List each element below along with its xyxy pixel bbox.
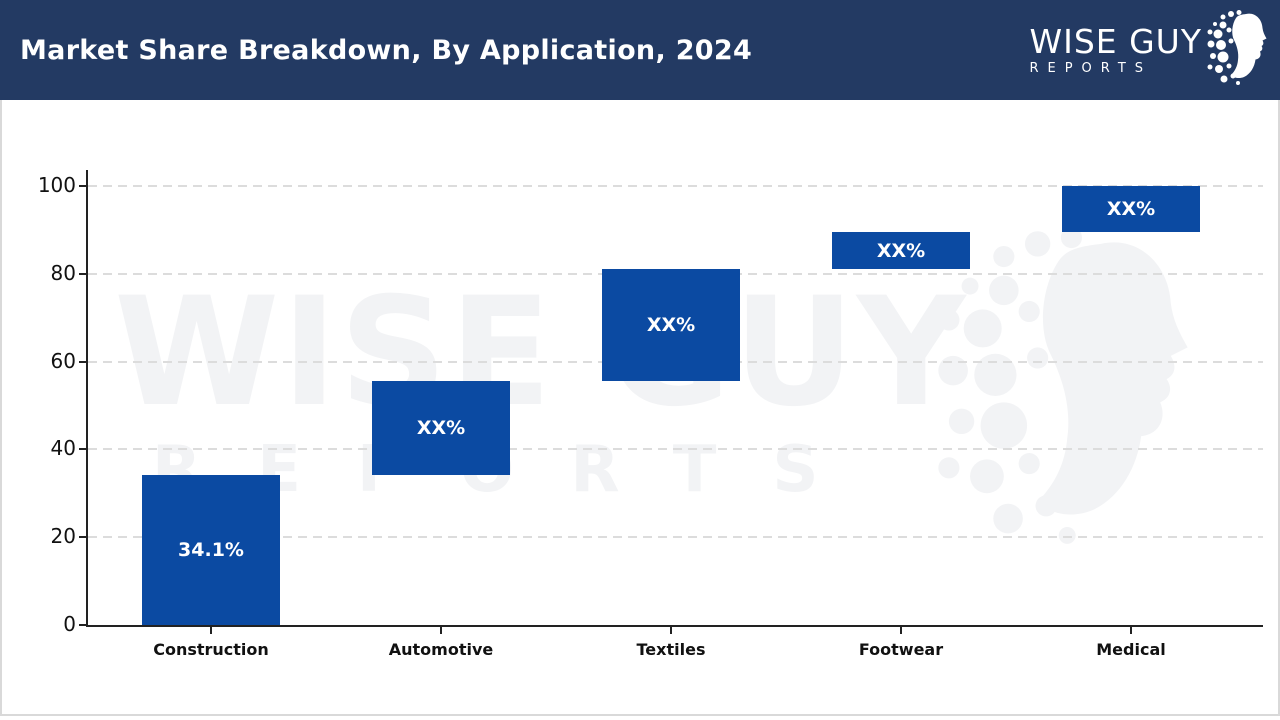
- watermark-text-line1: WISE GUY: [114, 266, 968, 440]
- header: Market Share Breakdown, By Application, …: [0, 0, 1280, 100]
- logo-text: WISE GUY REPORTS: [1029, 25, 1202, 75]
- watermark-text-line2: REPORTS: [152, 433, 875, 507]
- wiseguy-logo: WISE GUY REPORTS: [1029, 6, 1268, 94]
- chart-area: WISE GUY REPORTS: [0, 100, 1280, 716]
- watermark-head-icon: [932, 226, 1194, 566]
- page-title: Market Share Breakdown, By Application, …: [20, 34, 753, 66]
- logo-line2: REPORTS: [1029, 61, 1153, 76]
- logo-line1: WISE GUY: [1029, 22, 1202, 61]
- logo-head-icon: [1206, 8, 1268, 92]
